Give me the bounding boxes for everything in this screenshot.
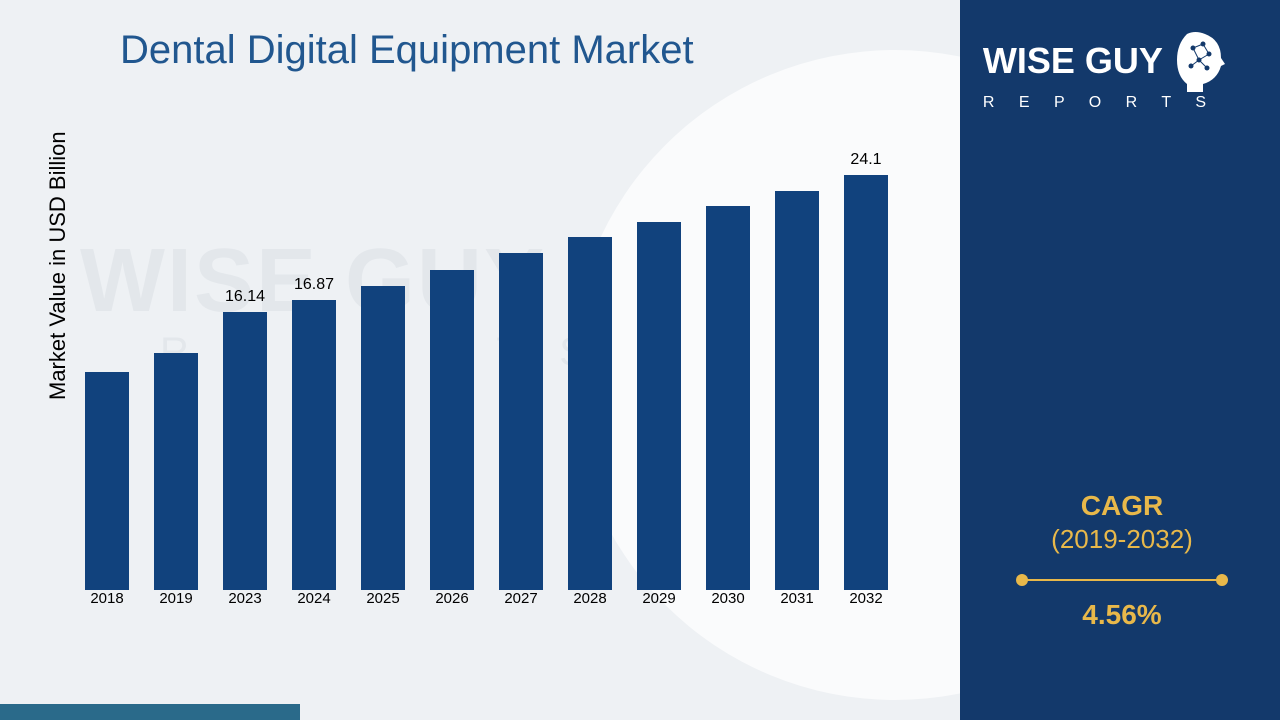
x-tick-label: 2032 xyxy=(836,590,896,607)
bar-rect xyxy=(223,312,267,590)
bar-rect xyxy=(361,286,405,590)
cagr-range: (2019-2032) xyxy=(1002,524,1242,555)
bar xyxy=(568,237,612,590)
bar-rect xyxy=(637,222,681,590)
x-tick-label: 2025 xyxy=(353,590,413,607)
y-axis-label: Market Value in USD Billion xyxy=(45,131,71,400)
bar-rect xyxy=(85,372,129,590)
bar-rect xyxy=(568,237,612,590)
bar: 16.87 xyxy=(292,300,336,590)
brand-logo-text: WISE GUY xyxy=(983,40,1163,82)
x-tick-label: 2029 xyxy=(629,590,689,607)
bar xyxy=(706,206,750,590)
bar-value-label: 24.1 xyxy=(844,151,888,169)
bar-rect xyxy=(844,175,888,590)
bar-rect xyxy=(154,353,198,590)
x-tick-label: 2023 xyxy=(215,590,275,607)
bar xyxy=(637,222,681,590)
bar: 16.14 xyxy=(223,312,267,590)
bar-rect xyxy=(430,270,474,590)
x-tick-label: 2019 xyxy=(146,590,206,607)
x-tick-label: 2027 xyxy=(491,590,551,607)
x-tick-label: 2024 xyxy=(284,590,344,607)
bar-rect xyxy=(499,253,543,590)
bar xyxy=(499,253,543,590)
bar-rect xyxy=(706,206,750,590)
bar-value-label: 16.87 xyxy=(292,276,336,294)
bar xyxy=(775,191,819,590)
bar xyxy=(154,353,198,590)
brand-logo: WISE GUY R E P O R T S xyxy=(983,26,1256,112)
cagr-dot-left xyxy=(1016,574,1028,586)
bar xyxy=(430,270,474,590)
head-network-icon xyxy=(1169,26,1229,96)
infographic-root: WISE GUY R E P O R T S Dental Digital Eq… xyxy=(0,0,1280,720)
x-tick-label: 2030 xyxy=(698,590,758,607)
cagr-block: CAGR (2019-2032) 4.56% xyxy=(1002,490,1242,631)
x-tick-label: 2026 xyxy=(422,590,482,607)
bar-rect xyxy=(292,300,336,590)
cagr-value: 4.56% xyxy=(1002,599,1242,631)
bar: 24.1 xyxy=(844,175,888,590)
cagr-label: CAGR xyxy=(1002,490,1242,522)
x-tick-label: 2031 xyxy=(767,590,827,607)
bar xyxy=(85,372,129,590)
bar-value-label: 16.14 xyxy=(223,288,267,306)
brand-logo-main: WISE GUY xyxy=(983,26,1256,96)
cagr-divider xyxy=(1022,579,1222,581)
plot-area: 16.14 16.87 24.1 xyxy=(85,160,905,590)
x-tick-label: 2028 xyxy=(560,590,620,607)
chart-title: Dental Digital Equipment Market xyxy=(120,28,694,73)
brand-logo-sub: R E P O R T S xyxy=(983,94,1216,112)
cagr-dot-right xyxy=(1216,574,1228,586)
x-axis-labels: 2018201920232024202520262027202820292030… xyxy=(85,590,905,610)
bar-chart: 16.1416.8724.1 2018201920232024202520262… xyxy=(85,160,905,610)
bottom-accent-bar xyxy=(0,704,300,720)
bar-rect xyxy=(775,191,819,590)
x-tick-label: 2018 xyxy=(77,590,137,607)
bar xyxy=(361,286,405,590)
